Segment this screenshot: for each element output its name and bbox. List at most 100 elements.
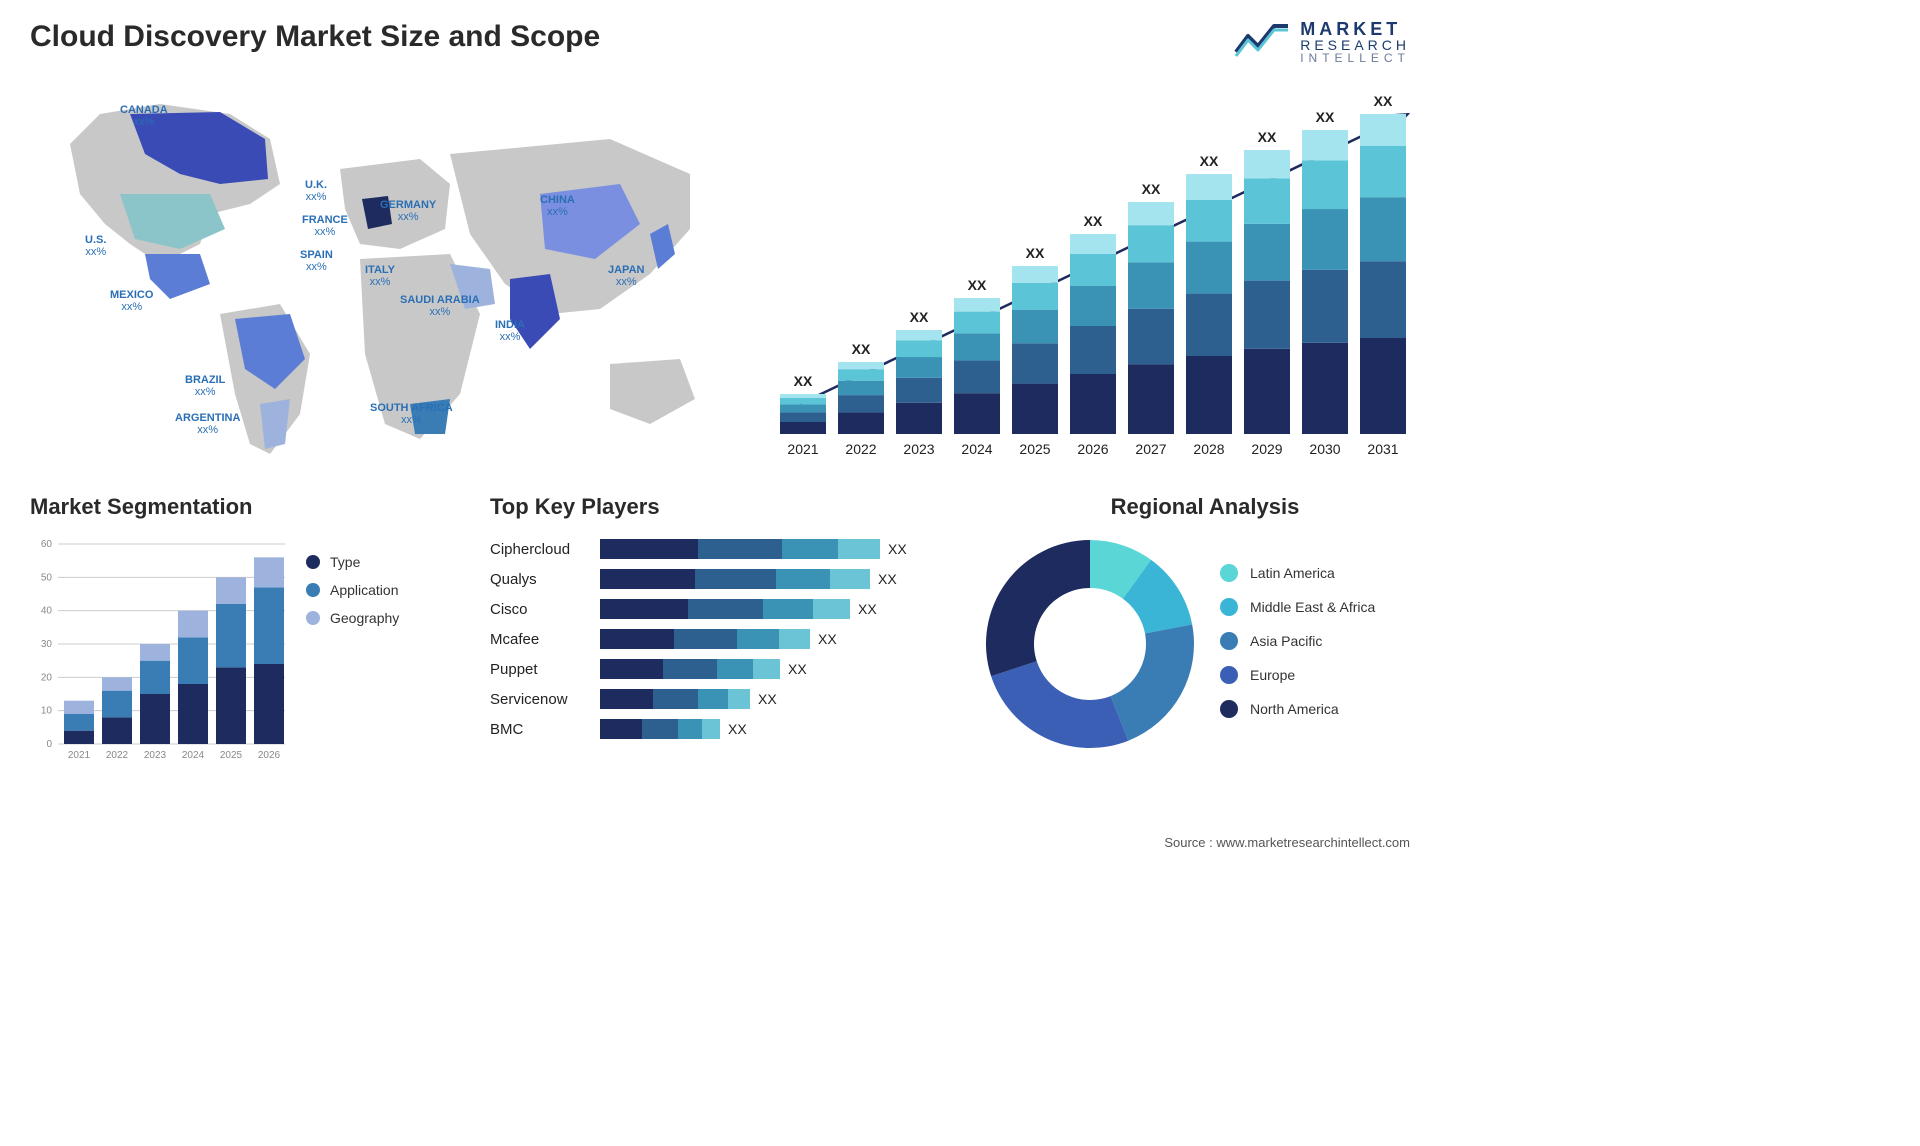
logo: MARKET RESEARCH INTELLECT xyxy=(1234,20,1410,64)
regional-panel: Regional Analysis Latin America Middle Ea… xyxy=(970,494,1440,774)
svg-text:2031: 2031 xyxy=(1367,441,1398,457)
svg-text:XX: XX xyxy=(1200,153,1219,169)
map-label-china: CHINAxx% xyxy=(540,194,575,218)
svg-text:XX: XX xyxy=(1374,93,1393,109)
player-row: XX xyxy=(600,654,940,684)
growth-chart: XX 2021 XX 2022 XX 2023 XX 2024 XX 2025 XX 2026 XX 20… xyxy=(770,84,1410,464)
svg-text:XX: XX xyxy=(1084,213,1103,229)
map-label-canada: CANADAxx% xyxy=(120,104,168,128)
player-name-servicenow: Servicenow xyxy=(490,684,600,714)
segmentation-panel: Market Segmentation 01020304050602021202… xyxy=(30,494,460,774)
bottom-row: Market Segmentation 01020304050602021202… xyxy=(30,494,1410,774)
map-label-saudiarabia: SAUDI ARABIAxx% xyxy=(400,294,480,318)
svg-text:2024: 2024 xyxy=(961,441,992,457)
map-label-us: U.S.xx% xyxy=(85,234,106,258)
seg-legend-application: Application xyxy=(306,582,399,598)
player-value: XX xyxy=(858,601,877,617)
svg-text:XX: XX xyxy=(910,309,929,325)
player-row: XX xyxy=(600,624,940,654)
svg-text:XX: XX xyxy=(1142,181,1161,197)
player-value: XX xyxy=(878,571,897,587)
seg-legend-type: Type xyxy=(306,554,399,570)
player-row: XX xyxy=(600,564,940,594)
player-name-cisco: Cisco xyxy=(490,594,600,624)
map-label-brazil: BRAZILxx% xyxy=(185,374,225,398)
svg-text:XX: XX xyxy=(1258,129,1277,145)
map-label-india: INDIAxx% xyxy=(495,319,525,343)
svg-text:2026: 2026 xyxy=(258,750,281,761)
svg-text:2022: 2022 xyxy=(845,441,876,457)
seg-legend-geography: Geography xyxy=(306,610,399,626)
players-names: CiphercloudQualysCiscoMcafeePuppetServic… xyxy=(490,534,600,744)
svg-text:XX: XX xyxy=(852,341,871,357)
logo-mark-icon xyxy=(1234,22,1290,63)
svg-text:2029: 2029 xyxy=(1251,441,1282,457)
svg-text:0: 0 xyxy=(46,739,52,750)
map-label-japan: JAPANxx% xyxy=(608,264,644,288)
map-label-germany: GERMANYxx% xyxy=(380,199,436,223)
svg-text:50: 50 xyxy=(41,572,53,583)
logo-line2: RESEARCH xyxy=(1300,38,1410,52)
svg-text:20: 20 xyxy=(41,672,53,683)
players-bars: XXXXXXXXXXXXXX xyxy=(600,534,940,744)
svg-text:XX: XX xyxy=(1026,245,1045,261)
donut-chart xyxy=(970,534,1210,754)
segmentation-legend: Type Application Geography xyxy=(290,534,399,764)
svg-text:2024: 2024 xyxy=(182,750,205,761)
svg-text:30: 30 xyxy=(41,639,53,650)
svg-text:XX: XX xyxy=(1316,109,1335,125)
regional-legend-middle-east---africa: Middle East & Africa xyxy=(1220,598,1375,616)
header: Cloud Discovery Market Size and Scope MA… xyxy=(30,20,1410,64)
player-value: XX xyxy=(728,721,747,737)
logo-line1: MARKET xyxy=(1300,20,1410,38)
player-name-mcafee: Mcafee xyxy=(490,624,600,654)
svg-text:2025: 2025 xyxy=(220,750,243,761)
regional-legend-asia-pacific: Asia Pacific xyxy=(1220,632,1375,650)
source-text: Source : www.marketresearchintellect.com xyxy=(1164,835,1410,850)
svg-text:2023: 2023 xyxy=(903,441,934,457)
player-name-bmc: BMC xyxy=(490,714,600,744)
player-value: XX xyxy=(818,631,837,647)
players-panel: Top Key Players CiphercloudQualysCiscoMc… xyxy=(490,494,940,774)
logo-text: MARKET RESEARCH INTELLECT xyxy=(1300,20,1410,64)
page-title: Cloud Discovery Market Size and Scope xyxy=(30,20,600,54)
map-label-argentina: ARGENTINAxx% xyxy=(175,412,240,436)
map-label-uk: U.K.xx% xyxy=(305,179,327,203)
player-row: XX xyxy=(600,594,940,624)
map-label-italy: ITALYxx% xyxy=(365,264,395,288)
regional-legend: Latin America Middle East & Africa Asia Pa… xyxy=(1210,554,1375,734)
svg-text:2021: 2021 xyxy=(787,441,818,457)
top-row: CANADAxx% U.S.xx% MEXICOxx% BRAZILxx% ARGENT… xyxy=(30,84,1410,464)
svg-text:XX: XX xyxy=(968,277,987,293)
svg-text:40: 40 xyxy=(41,606,53,617)
regional-legend-north-america: North America xyxy=(1220,700,1375,718)
svg-text:10: 10 xyxy=(41,706,53,717)
svg-text:60: 60 xyxy=(41,539,53,550)
player-name-puppet: Puppet xyxy=(490,654,600,684)
svg-text:XX: XX xyxy=(794,373,813,389)
svg-text:2026: 2026 xyxy=(1077,441,1108,457)
regional-legend-latin-america: Latin America xyxy=(1220,564,1375,582)
world-map-panel: CANADAxx% U.S.xx% MEXICOxx% BRAZILxx% ARGENT… xyxy=(30,84,730,464)
player-row: XX xyxy=(600,534,940,564)
player-name-qualys: Qualys xyxy=(490,564,600,594)
svg-text:2027: 2027 xyxy=(1135,441,1166,457)
map-label-southafrica: SOUTH AFRICAxx% xyxy=(370,402,453,426)
logo-line3: INTELLECT xyxy=(1300,52,1410,64)
player-value: XX xyxy=(758,691,777,707)
segmentation-title: Market Segmentation xyxy=(30,494,460,520)
player-value: XX xyxy=(888,541,907,557)
svg-text:2025: 2025 xyxy=(1019,441,1050,457)
player-row: XX xyxy=(600,684,940,714)
map-label-mexico: MEXICOxx% xyxy=(110,289,153,313)
players-title: Top Key Players xyxy=(490,494,940,520)
segmentation-chart: 0102030405060202120222023202420252026 xyxy=(30,534,290,764)
svg-text:2023: 2023 xyxy=(144,750,167,761)
svg-text:2030: 2030 xyxy=(1309,441,1340,457)
regional-title: Regional Analysis xyxy=(970,494,1440,520)
map-label-spain: SPAINxx% xyxy=(300,249,333,273)
player-row: XX xyxy=(600,714,940,744)
map-label-france: FRANCExx% xyxy=(302,214,348,238)
svg-text:2028: 2028 xyxy=(1193,441,1224,457)
player-value: XX xyxy=(788,661,807,677)
